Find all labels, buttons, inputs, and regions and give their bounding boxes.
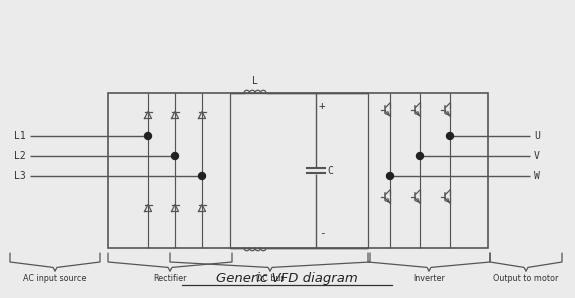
Circle shape [447,133,454,139]
Text: U: U [534,131,540,141]
Bar [108,93,488,248]
Text: V: V [534,151,540,161]
Circle shape [416,153,424,159]
Text: Output to motor: Output to motor [493,274,559,283]
Circle shape [198,173,205,179]
Text: Inverter: Inverter [413,274,445,283]
Text: Generic VFD diagram: Generic VFD diagram [216,272,358,285]
Text: L1: L1 [14,131,26,141]
Circle shape [144,133,151,139]
Text: W: W [534,171,540,181]
Text: AC input source: AC input source [24,274,87,283]
Text: L2: L2 [14,151,26,161]
Text: Rectifier: Rectifier [154,274,187,283]
Circle shape [171,153,178,159]
Text: -: - [319,228,326,238]
Text: DC bus: DC bus [256,274,284,283]
Text: L3: L3 [14,171,26,181]
Text: +: + [319,101,326,111]
Text: L: L [252,76,258,86]
Circle shape [386,173,393,179]
Text: C: C [327,165,333,176]
